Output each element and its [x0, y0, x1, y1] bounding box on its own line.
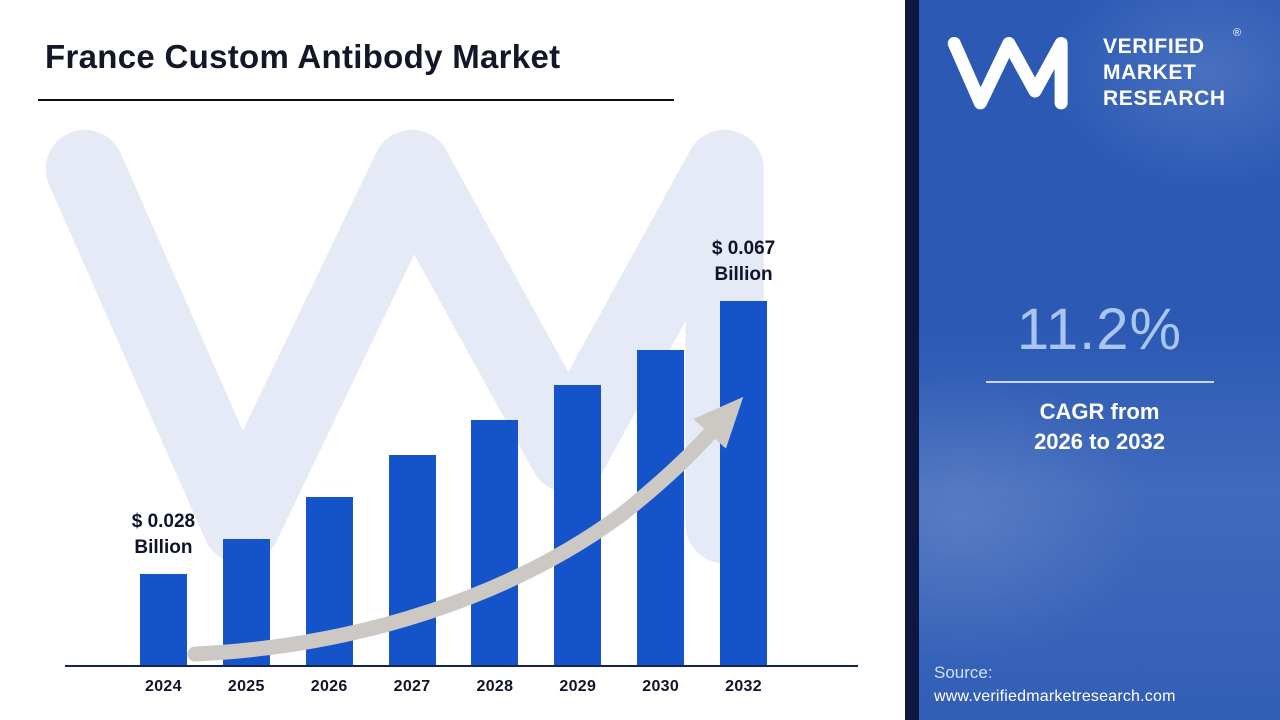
- x-tick-label: 2025: [227, 678, 265, 695]
- bar: [471, 420, 519, 665]
- info-panel: ® VERIFIED MARKET RESEARCH 11.2% CAGR fr…: [919, 0, 1280, 720]
- bar: [637, 350, 685, 665]
- bar: [305, 497, 353, 665]
- bar-column: [288, 278, 371, 665]
- x-tick-label: 2024: [145, 678, 182, 695]
- x-tick-label: 2029: [559, 678, 597, 695]
- bar-column: [454, 278, 537, 665]
- bar-value-label: $ 0.028 Billion: [131, 510, 196, 559]
- cagr-value: 11.2%: [1016, 297, 1183, 362]
- x-tick-label: 2030: [642, 678, 680, 695]
- bar: [139, 574, 187, 665]
- bar-chart: $ 0.028 Billion $ 0.067 Billion 2024 2025 202…: [65, 238, 858, 696]
- bar-column: $ 0.067 Billion: [702, 238, 785, 665]
- logo-line-research: RESEARCH: [1103, 87, 1226, 111]
- x-tick-label: 2026: [310, 678, 348, 695]
- bars-area: $ 0.028 Billion $ 0.067 Billion: [65, 238, 858, 665]
- x-tick-label: 2028: [476, 678, 514, 695]
- cagr-divider: [985, 381, 1214, 383]
- bar-column: [619, 278, 702, 665]
- cagr-label-line1: CAGR from: [1039, 399, 1160, 424]
- source-url[interactable]: www.verifiedmarketresearch.com: [934, 688, 1176, 705]
- registered-trademark: ®: [1232, 27, 1242, 39]
- title-underline: [38, 99, 674, 101]
- cagr-block: 11.2% CAGR from 2026 to 2032: [919, 296, 1280, 456]
- x-axis: [65, 665, 858, 667]
- bar: [720, 301, 768, 665]
- vmr-logo-text: ® VERIFIED MARKET RESEARCH: [1103, 27, 1242, 112]
- bar-column: [205, 278, 288, 665]
- bar-value-label: $ 0.067 Billion: [711, 237, 776, 286]
- bar: [388, 455, 436, 665]
- source-label: Source:: [934, 663, 993, 682]
- vmr-monogram-icon: [947, 36, 1068, 110]
- page-title: France Custom Antibody Market: [45, 38, 561, 75]
- bar-column: $ 0.028 Billion: [122, 278, 205, 665]
- chart-panel: France Custom Antibody Market $ 0.028 Bil…: [38, 38, 858, 696]
- source-block: Source: www.verifiedmarketresearch.com: [934, 663, 1176, 706]
- logo-line-market: MARKET: [1103, 61, 1197, 85]
- x-tick-label: 2027: [393, 678, 431, 695]
- cagr-label-line2: 2026 to 2032: [1034, 428, 1165, 454]
- bar-column: [371, 278, 454, 665]
- logo-line-verified: VERIFIED: [1103, 35, 1205, 58]
- divider-strip: [905, 0, 919, 720]
- cagr-label: CAGR from 2026 to 2032: [919, 397, 1280, 456]
- bar: [554, 385, 602, 665]
- x-tick-label: 2032: [725, 678, 762, 695]
- vmr-logo: ® VERIFIED MARKET RESEARCH: [943, 27, 1242, 112]
- bar-column: [536, 278, 619, 665]
- x-axis-labels: 2024 2025 2026 2027 2028 2029 2030 2032: [65, 678, 858, 696]
- bar: [222, 539, 270, 665]
